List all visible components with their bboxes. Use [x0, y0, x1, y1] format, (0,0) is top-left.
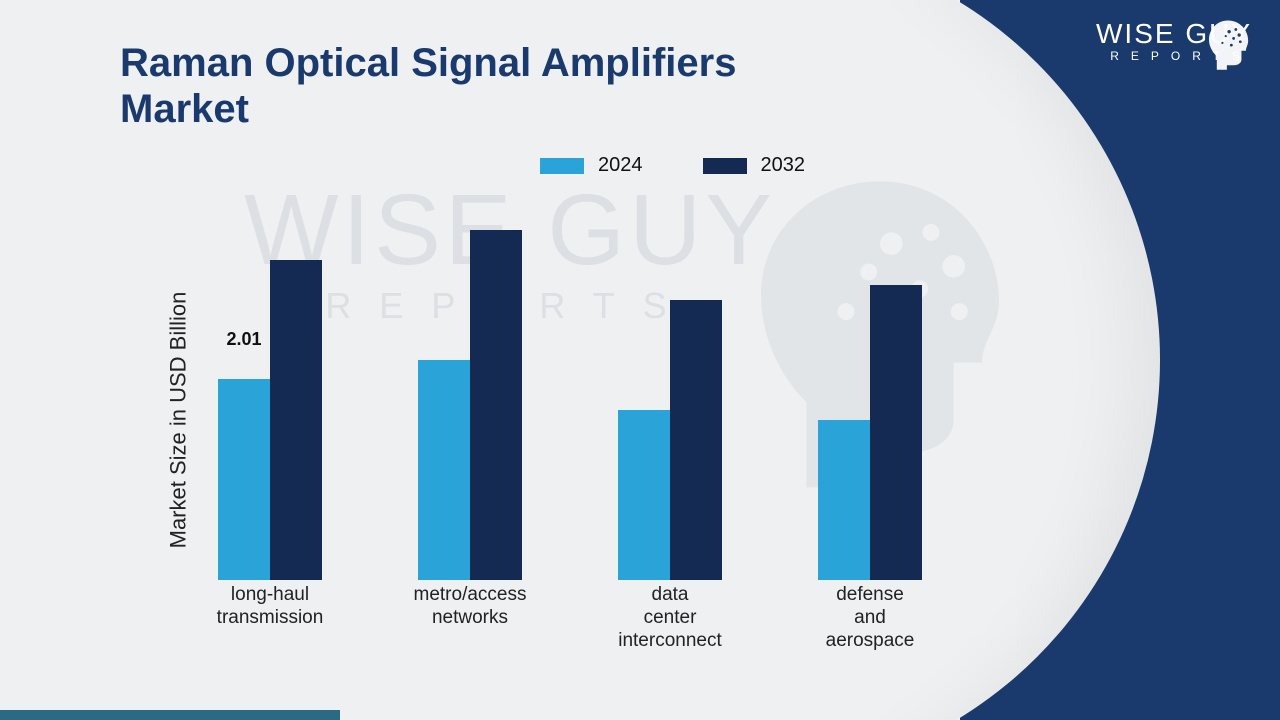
x-axis-label: defenseandaerospace	[770, 584, 970, 652]
legend-swatch	[703, 158, 747, 174]
bar-group: 2.01	[170, 180, 370, 580]
chart-legend: 2024 2032	[540, 154, 805, 177]
bar	[618, 410, 670, 580]
chart-title: Raman Optical Signal Amplifiers Market	[120, 40, 760, 132]
legend-item: 2024	[540, 154, 643, 177]
legend-label: 2032	[761, 154, 806, 177]
bottom-accent-line	[0, 710, 340, 720]
bar	[670, 300, 722, 580]
bar-value-label: 2.01	[226, 329, 261, 354]
bar-group	[770, 180, 970, 580]
bar-chart: Market Size in USD Billion 20242032 2.01…	[60, 160, 980, 680]
bar-group	[370, 180, 570, 580]
x-axis-label: long-haultransmission	[170, 584, 370, 652]
bar	[470, 230, 522, 580]
legend-swatch	[540, 158, 584, 174]
bar	[418, 360, 470, 580]
plot-area: 2.01	[170, 180, 970, 580]
bar	[818, 420, 870, 580]
brand-head-icon	[1200, 16, 1256, 72]
x-axis-labels: long-haultransmissionmetro/accessnetwork…	[170, 584, 970, 652]
legend-item: 2032	[703, 154, 806, 177]
legend-label: 2024	[598, 154, 643, 177]
bar	[270, 260, 322, 580]
bar	[870, 285, 922, 580]
x-axis-label: datacenterinterconnect	[570, 584, 770, 652]
page-root: WISE GUY REPORTS Raman Optical Signal Am…	[0, 0, 1280, 720]
brand-logo: WISE GUY REPORTS	[1096, 20, 1252, 62]
bar-groups: 2.01	[170, 180, 970, 580]
bar-group	[570, 180, 770, 580]
bar	[218, 379, 270, 580]
x-axis-label: metro/accessnetworks	[370, 584, 570, 652]
